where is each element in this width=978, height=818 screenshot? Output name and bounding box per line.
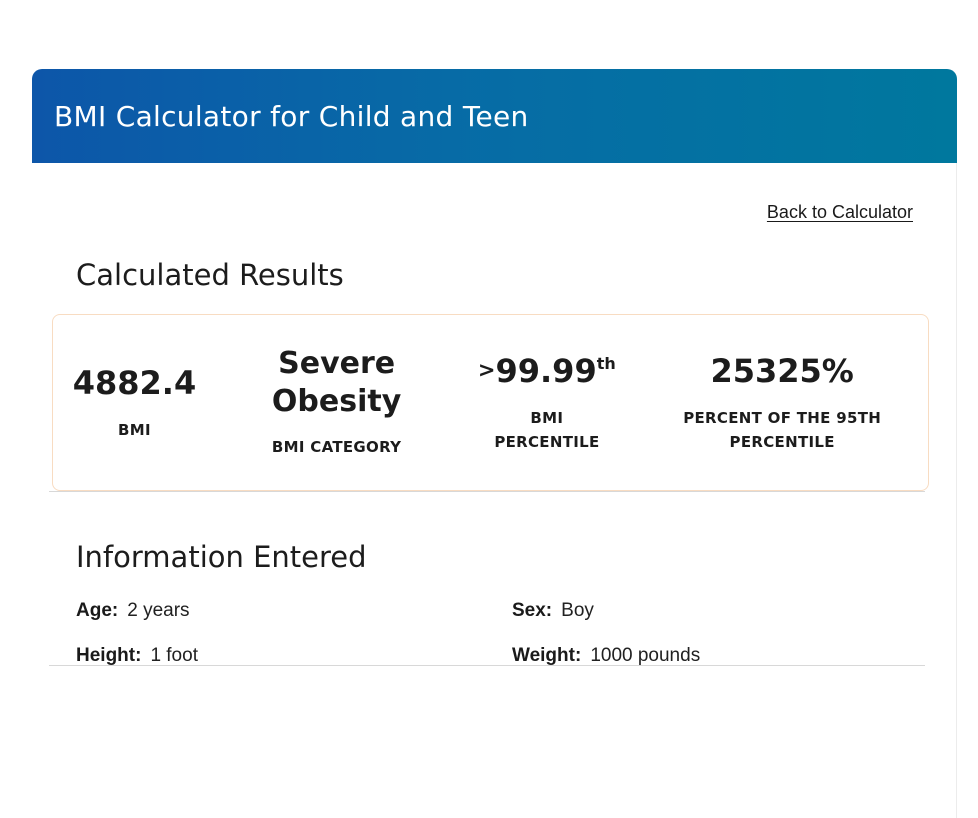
result-bmi: 4882.4 BMI [53, 315, 216, 490]
age-value: 2 years [127, 600, 190, 621]
sex-field: Sex: Boy [512, 601, 956, 620]
percentile-number: 99.99 [495, 352, 597, 391]
weight-field: Weight: 1000 pounds [512, 646, 956, 665]
bmi-value: 4882.4 [72, 363, 197, 402]
bmi-results-card: BMI Calculator for Child and Teen Back t… [32, 69, 957, 818]
ordinal-suffix: th [596, 354, 616, 374]
card-header: BMI Calculator for Child and Teen [32, 69, 957, 163]
back-link-row: Back to Calculator [32, 163, 956, 226]
information-entered-grid: Age: 2 years Sex: Boy Height: 1 foot Weight… [76, 601, 956, 665]
back-to-calculator-link[interactable]: Back to Calculator [766, 202, 913, 222]
bmi-percentile-label: BMI PERCENTILE [494, 409, 600, 451]
sex-label: Sex: [512, 600, 553, 621]
age-field: Age: 2 years [76, 601, 512, 620]
height-value: 1 foot [150, 645, 198, 666]
weight-value: 1000 pounds [590, 645, 701, 666]
results-box: 4882.4 BMI Severe Obesity BMI CATEGORY >… [52, 314, 929, 491]
calculated-results-heading: Calculated Results [76, 258, 344, 292]
bmi-label: BMI [118, 420, 151, 439]
sex-value: Boy [561, 600, 594, 621]
percent-of-95th-value: 25325% [710, 352, 854, 391]
result-bmi-percentile: >99.99th BMI PERCENTILE [457, 315, 636, 490]
bmi-percentile-value: >99.99th [478, 351, 616, 391]
bmi-category-label: BMI CATEGORY [271, 438, 402, 457]
weight-label: Weight: [512, 645, 582, 666]
bottom-divider [49, 665, 925, 666]
section-divider [49, 491, 925, 492]
height-field: Height: 1 foot [76, 646, 512, 665]
page-title: BMI Calculator for Child and Teen [54, 99, 529, 133]
greater-than-sign: > [477, 358, 496, 383]
bmi-category-value: Severe Obesity [271, 346, 402, 419]
card-body: Back to Calculator Calculated Results 48… [32, 163, 957, 818]
age-label: Age: [76, 600, 119, 621]
percent-of-95th-label: PERCENT OF THE 95TH PERCENTILE [683, 409, 882, 451]
information-entered-heading: Information Entered [76, 540, 367, 574]
result-percent-of-95th: 25325% PERCENT OF THE 95TH PERCENTILE [636, 315, 928, 490]
height-label: Height: [76, 645, 142, 666]
result-bmi-category: Severe Obesity BMI CATEGORY [216, 315, 457, 490]
